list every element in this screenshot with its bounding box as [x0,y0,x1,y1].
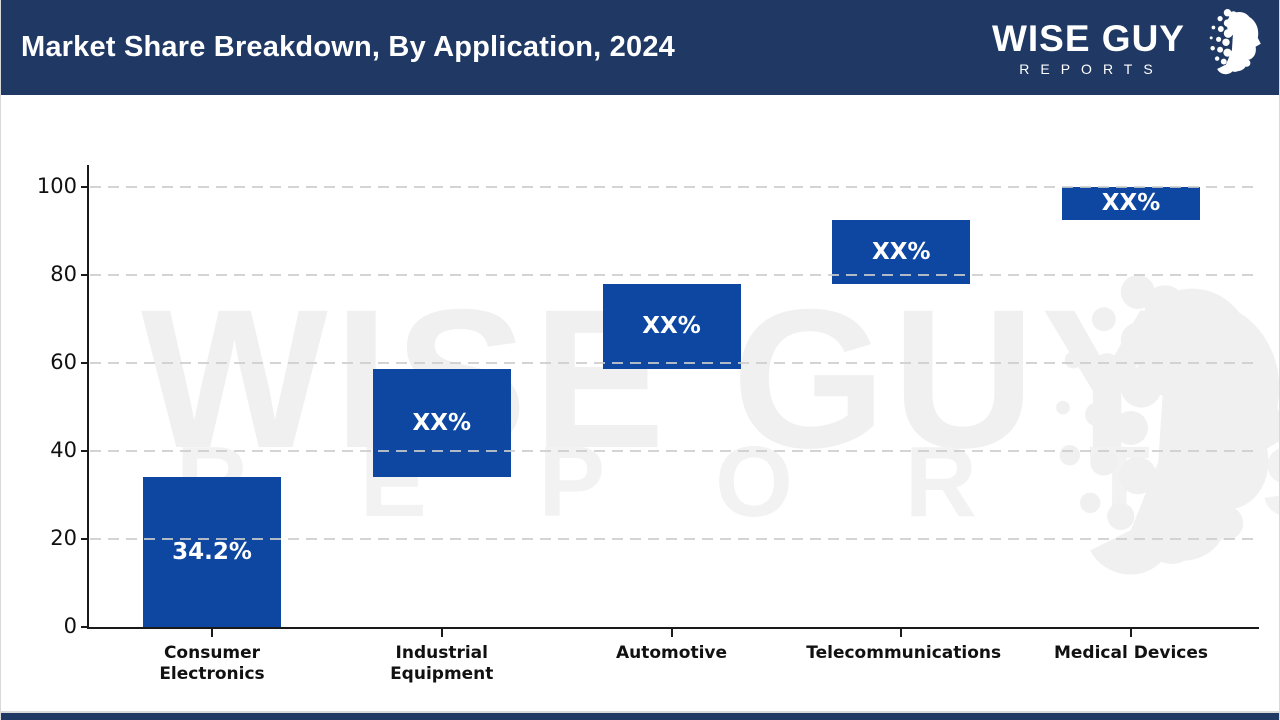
bar-segment[interactable] [602,283,741,370]
x-category-label: Telecommunications [806,643,1002,663]
brand-name: WISE GUY [991,17,1185,59]
y-tick-label: 40 [50,438,77,462]
footer-hairline [1,711,1279,713]
dotted-head-icon [1189,5,1263,91]
gridline [90,186,1259,188]
x-axis-line [87,627,1259,629]
x-tick-mark [900,628,903,637]
x-tick-mark [211,628,213,637]
bar-segment[interactable] [143,476,281,627]
y-tick-mark [81,538,89,540]
bar-value-label: 34.2% [172,538,252,565]
y-tick-label: 100 [36,174,77,198]
x-category-label: Automotive [615,643,728,663]
y-tick-mark [81,274,89,276]
y-tick-label: 0 [63,614,77,638]
bar-segment[interactable] [832,219,971,284]
bar-value-label: XX% [412,409,471,436]
brand-subname: REPORTS [1019,60,1164,77]
y-tick-label: 20 [50,526,77,550]
x-category-label: Industrial Equipment [390,643,494,685]
bar-segment[interactable] [1062,187,1200,220]
bar-value-label: XX% [871,238,931,265]
bar-value-label: XX% [1101,190,1161,217]
y-tick-mark [81,450,89,452]
x-tick-mark [440,628,443,637]
gridline [90,274,1259,276]
y-axis-line [87,165,89,629]
brand-logo-text: WISE GUY REPORTS [992,20,1185,76]
x-tick-mark [1130,628,1132,637]
x-tick-mark [670,628,673,637]
brand-logo: WISE GUY REPORTS [992,5,1263,91]
watermark-head-icon [961,205,1279,689]
bar-segment[interactable] [372,369,511,477]
watermark-line2: R E P O R T S [176,426,1280,538]
y-tick-mark [81,626,89,628]
x-category-label: Medical Devices [1053,643,1208,663]
gridline [90,362,1259,364]
chart-title: Market Share Breakdown, By Application, … [21,31,675,63]
footer-bar [1,713,1279,720]
x-category-label: Consumer Electronics [159,643,265,685]
chart-area: WISE GUY R E P O R T S [1,95,1280,712]
gridline [90,538,1259,540]
gridline [90,450,1259,452]
bar-value-label: XX% [642,313,701,340]
header-bar: Market Share Breakdown, By Application, … [1,0,1279,95]
y-tick-mark [81,362,89,364]
y-tick-label: 80 [50,262,77,286]
y-tick-mark [81,186,89,188]
y-tick-label: 60 [50,350,77,374]
